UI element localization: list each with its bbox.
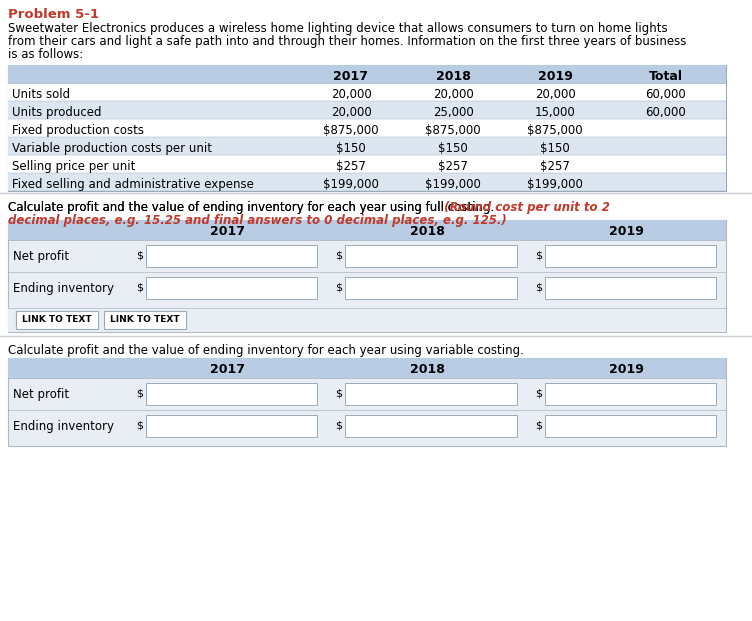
Text: Calculate profit and the value of ending inventory for each year using variable : Calculate profit and the value of ending…: [8, 344, 524, 357]
Text: 2018: 2018: [435, 70, 471, 83]
Text: $: $: [335, 282, 342, 292]
Text: from their cars and light a safe path into and through their homes. Information : from their cars and light a safe path in…: [8, 35, 687, 48]
Bar: [8, 65, 726, 83]
Bar: [345, 277, 517, 299]
Text: $: $: [335, 420, 342, 430]
Bar: [8, 358, 726, 446]
Text: $875,000: $875,000: [527, 124, 583, 137]
Text: $199,000: $199,000: [527, 178, 583, 191]
Text: $257: $257: [336, 160, 366, 173]
Text: Selling price per unit: Selling price per unit: [12, 160, 135, 173]
Text: 20,000: 20,000: [535, 88, 575, 101]
Text: Units produced: Units produced: [12, 106, 102, 119]
Bar: [16, 311, 98, 329]
Text: LINK TO TEXT: LINK TO TEXT: [23, 315, 92, 324]
Text: $199,000: $199,000: [323, 178, 379, 191]
Text: 20,000: 20,000: [331, 88, 371, 101]
Text: 2019: 2019: [609, 363, 644, 376]
Bar: [544, 277, 716, 299]
Bar: [345, 245, 517, 267]
Bar: [544, 383, 716, 405]
Bar: [544, 245, 716, 267]
Bar: [8, 83, 726, 101]
Bar: [146, 383, 317, 405]
Text: Fixed selling and administrative expense: Fixed selling and administrative expense: [12, 178, 254, 191]
Bar: [104, 311, 186, 329]
Text: Problem 5-1: Problem 5-1: [8, 8, 99, 21]
Bar: [8, 358, 726, 378]
Text: Ending inventory: Ending inventory: [13, 420, 114, 433]
Text: 2018: 2018: [410, 225, 444, 238]
Text: 2017: 2017: [333, 70, 368, 83]
Text: $150: $150: [540, 142, 570, 155]
Text: 2019: 2019: [538, 70, 572, 83]
Text: 2018: 2018: [410, 363, 444, 376]
Bar: [146, 277, 317, 299]
Text: 60,000: 60,000: [646, 106, 687, 119]
Text: $: $: [136, 250, 143, 260]
Text: $: $: [335, 250, 342, 260]
Text: $: $: [535, 388, 541, 398]
Text: Total: Total: [649, 70, 683, 83]
Text: 15,000: 15,000: [535, 106, 575, 119]
Text: 60,000: 60,000: [646, 88, 687, 101]
Bar: [8, 155, 726, 173]
Text: Sweetwater Electronics produces a wireless home lighting device that allows cons: Sweetwater Electronics produces a wirele…: [8, 22, 668, 35]
Text: Calculate profit and the value of ending inventory for each year using full cost: Calculate profit and the value of ending…: [8, 201, 494, 214]
Text: 2017: 2017: [210, 225, 245, 238]
Bar: [8, 220, 726, 332]
Text: Ending inventory: Ending inventory: [13, 282, 114, 295]
Text: $: $: [335, 388, 342, 398]
Text: $875,000: $875,000: [425, 124, 481, 137]
Text: Net profit: Net profit: [13, 250, 69, 263]
Text: $: $: [535, 420, 541, 430]
Bar: [345, 383, 517, 405]
Bar: [8, 101, 726, 119]
Text: Variable production costs per unit: Variable production costs per unit: [12, 142, 212, 155]
Text: $875,000: $875,000: [323, 124, 379, 137]
Text: 20,000: 20,000: [432, 88, 473, 101]
Text: Net profit: Net profit: [13, 388, 69, 401]
Text: $: $: [136, 388, 143, 398]
Text: decimal places, e.g. 15.25 and final answers to 0 decimal places, e.g. 125.): decimal places, e.g. 15.25 and final ans…: [8, 214, 507, 227]
Text: $150: $150: [438, 142, 468, 155]
Text: $: $: [535, 250, 541, 260]
Bar: [8, 173, 726, 191]
Bar: [8, 308, 726, 332]
Bar: [8, 137, 726, 155]
Text: 2017: 2017: [210, 363, 245, 376]
Text: $257: $257: [540, 160, 570, 173]
Text: Fixed production costs: Fixed production costs: [12, 124, 144, 137]
Text: (Round cost per unit to 2: (Round cost per unit to 2: [440, 201, 610, 214]
Text: $: $: [136, 282, 143, 292]
Text: Calculate profit and the value of ending inventory for each year using full cost: Calculate profit and the value of ending…: [8, 201, 494, 214]
Text: $: $: [136, 420, 143, 430]
Bar: [8, 119, 726, 137]
Bar: [8, 65, 726, 191]
Text: is as follows:: is as follows:: [8, 48, 83, 61]
Text: $150: $150: [336, 142, 366, 155]
Bar: [146, 245, 317, 267]
Bar: [544, 415, 716, 437]
Text: 25,000: 25,000: [432, 106, 473, 119]
Text: $: $: [535, 282, 541, 292]
Bar: [8, 220, 726, 240]
Text: $199,000: $199,000: [425, 178, 481, 191]
Text: LINK TO TEXT: LINK TO TEXT: [111, 315, 180, 324]
Text: 20,000: 20,000: [331, 106, 371, 119]
Text: 2019: 2019: [609, 225, 644, 238]
Bar: [345, 415, 517, 437]
Bar: [146, 415, 317, 437]
Text: Units sold: Units sold: [12, 88, 70, 101]
Text: $257: $257: [438, 160, 468, 173]
